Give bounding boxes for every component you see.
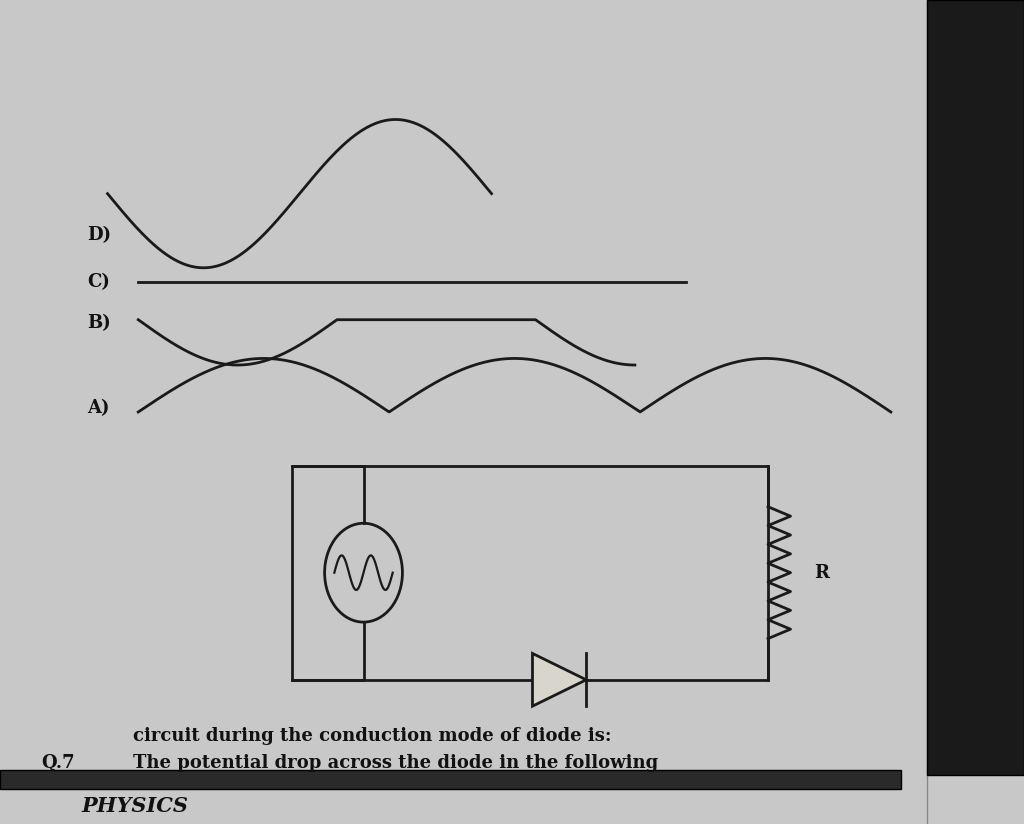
FancyBboxPatch shape [927,0,1024,775]
Text: B): B) [87,314,111,332]
Text: A): A) [87,399,110,417]
FancyBboxPatch shape [0,770,901,789]
Text: Q.7: Q.7 [41,754,75,772]
Text: R: R [814,564,829,582]
Text: circuit during the conduction mode of diode is:: circuit during the conduction mode of di… [133,727,611,745]
Text: The potential drop across the diode in the following: The potential drop across the diode in t… [133,754,658,772]
Polygon shape [532,653,586,706]
Text: C): C) [87,273,110,291]
Text: D): D) [87,226,112,244]
Text: PHYSICS: PHYSICS [82,796,188,816]
